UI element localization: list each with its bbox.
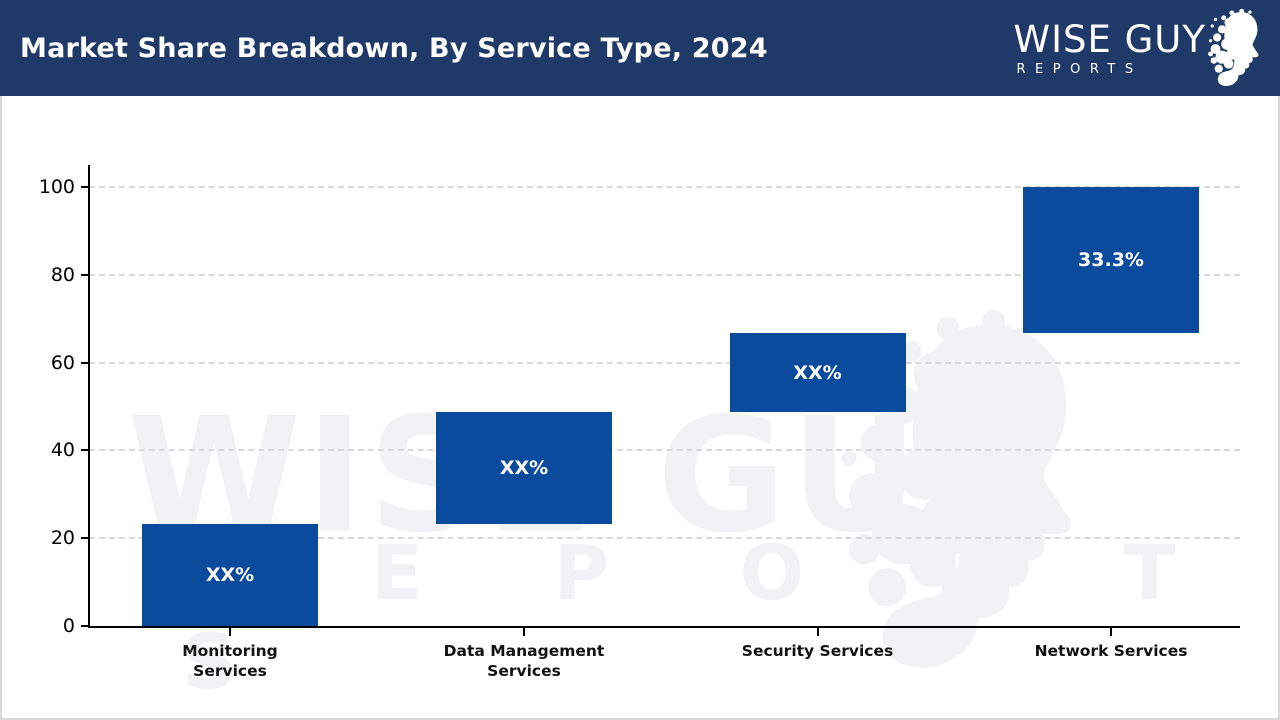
y-axis-line (88, 165, 90, 628)
y-tick-label: 60 (50, 351, 75, 374)
y-tick-label: 40 (50, 439, 75, 462)
y-gridline (89, 186, 1240, 188)
y-tick-mark (81, 273, 89, 276)
y-tick-mark (81, 537, 89, 540)
y-tick-label: 100 (38, 176, 75, 198)
brand-subtitle: REPORTS (1016, 62, 1143, 77)
chart-title: Market Share Breakdown, By Service Type,… (20, 32, 768, 64)
brand-logo: WISE GUY REPORTS (1014, 6, 1272, 92)
x-tick-mark (229, 628, 231, 636)
dotted-head-profile-icon (1208, 8, 1259, 86)
x-category-label: Network Services (1034, 642, 1188, 660)
y-gridline (89, 537, 1240, 540)
y-gridline (89, 361, 1240, 364)
x-category-label: Security Services (741, 642, 894, 660)
x-tick-mark (523, 628, 525, 636)
y-gridline (89, 273, 1240, 276)
y-tick-label: 20 (50, 527, 75, 550)
waterfall-bar: XX% (729, 333, 906, 413)
y-tick-mark (81, 186, 89, 188)
bar-value-label: XX% (205, 564, 255, 587)
y-gridline (89, 449, 1240, 452)
x-category-label: Monitoring Services (182, 642, 278, 680)
x-tick-mark (1110, 628, 1112, 636)
header-bar: Market Share Breakdown, By Service Type,… (0, 0, 1280, 96)
y-tick-label: 0 (62, 615, 75, 637)
bar-value-label: XX% (793, 361, 842, 384)
y-tick-mark (81, 361, 89, 364)
y-tick-label: 80 (50, 263, 75, 286)
y-tick-mark (81, 625, 89, 627)
waterfall-bar: XX% (142, 524, 318, 626)
x-category-label: Data Management Services (443, 642, 605, 680)
x-axis-line (88, 626, 1240, 628)
waterfall-bar: 33.3% (1023, 187, 1199, 334)
brand-name: WISE GUY (1013, 18, 1206, 61)
brand-logo-text: WISE GUY REPORTS (1014, 21, 1206, 77)
bar-value-label: XX% (499, 457, 549, 480)
x-tick-mark (816, 628, 819, 636)
bar-value-label: 33.3% (1078, 249, 1144, 272)
waterfall-bar: XX% (436, 412, 612, 525)
y-tick-mark (81, 449, 89, 452)
